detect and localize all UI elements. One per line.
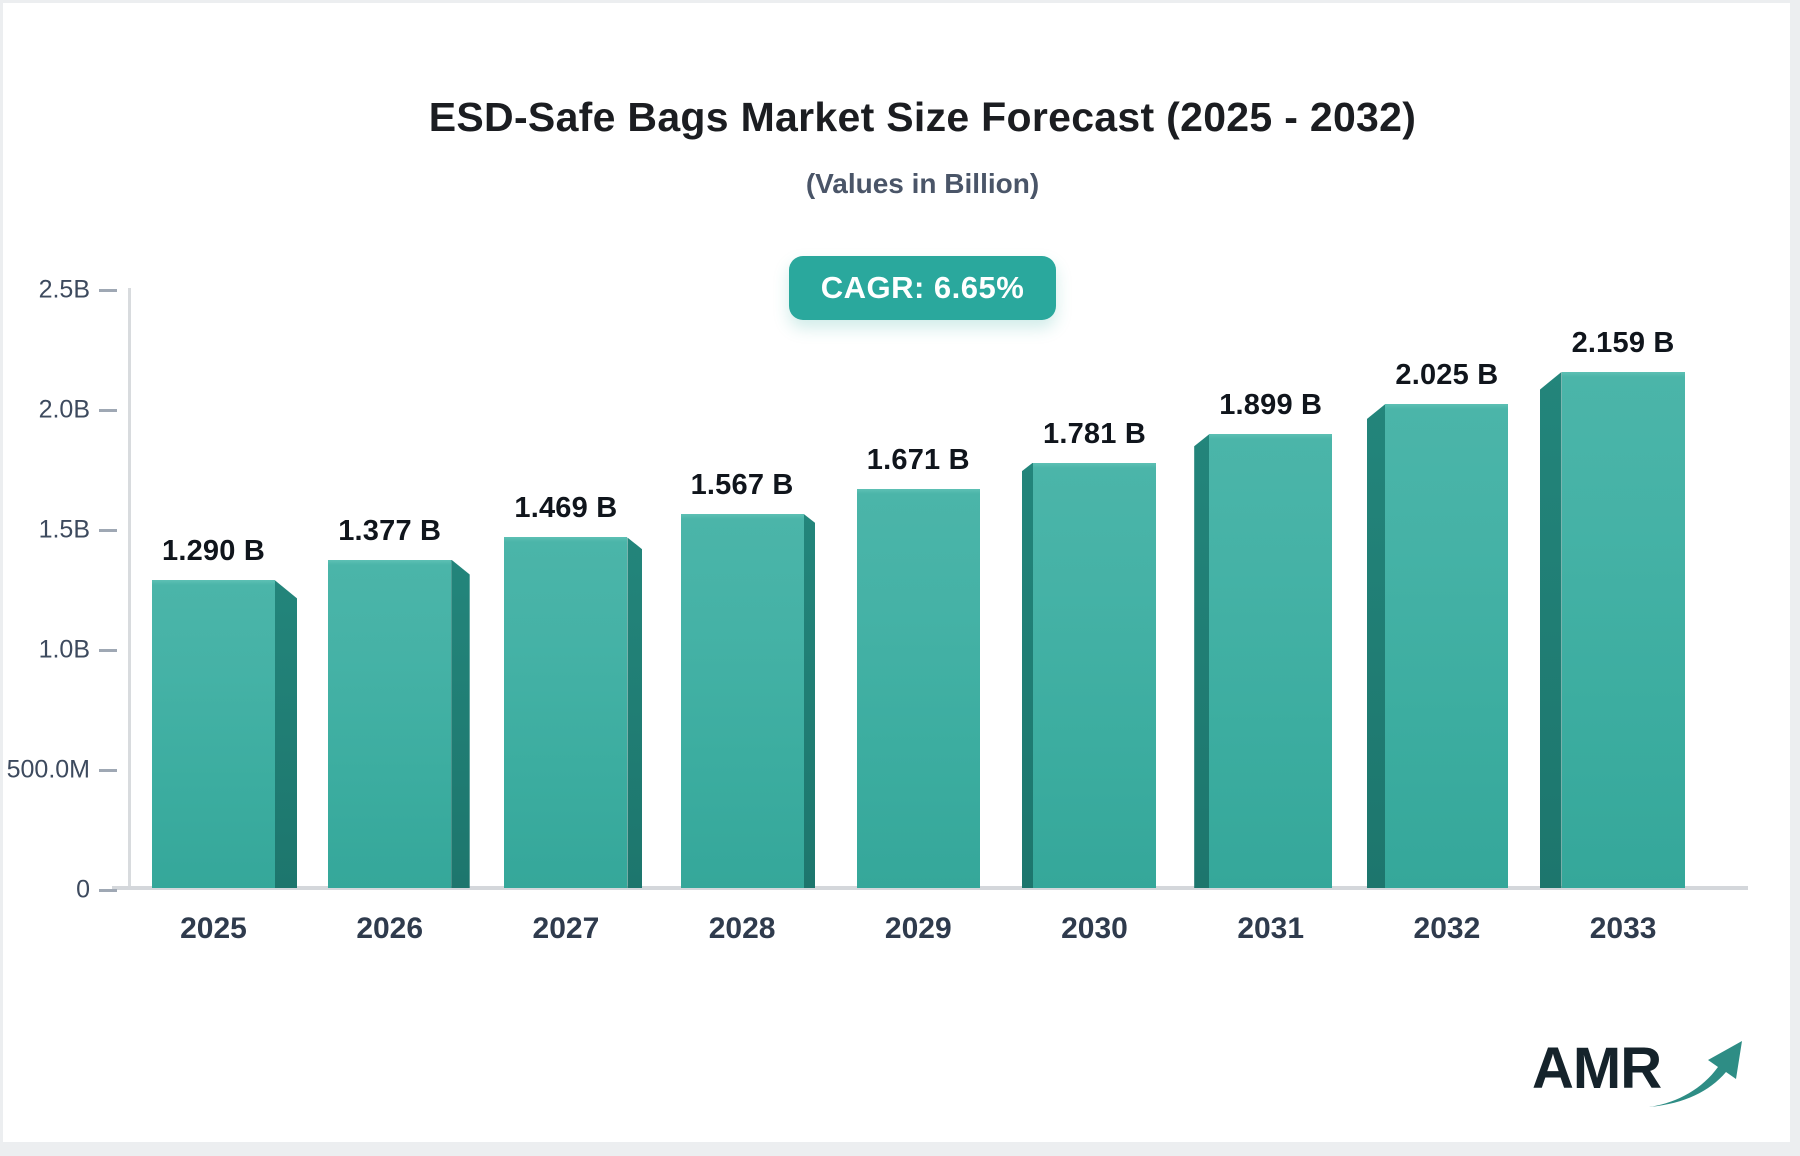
y-axis-tick	[99, 648, 117, 652]
bar-2030: 1.781 B	[1021, 418, 1156, 888]
bar-2033: 2.159 B	[1539, 327, 1685, 888]
y-axis-line	[128, 288, 131, 890]
bar-value-label: 1.781 B	[1043, 417, 1146, 450]
bar-value-label: 1.671 B	[866, 443, 970, 476]
cagr-badge: CAGR: 6.65%	[788, 256, 1057, 320]
bar-value-label: 1.377 B	[338, 514, 442, 547]
y-axis-label: 1.0B	[38, 635, 90, 664]
bar-face	[328, 559, 452, 888]
bar-2031: 1.899 B	[1194, 389, 1333, 888]
bar-value-label: 2.159 B	[1571, 326, 1675, 359]
y-axis-label: 500.0M	[6, 755, 90, 784]
bar-value-label: 1.290 B	[162, 535, 265, 568]
bar-face	[1033, 462, 1156, 888]
y-axis-label: 0	[76, 875, 90, 904]
bar-3d-side	[627, 537, 643, 888]
amr-logo: AMR	[1532, 1040, 1747, 1114]
x-axis-label-2032: 2032	[1413, 912, 1481, 945]
y-axis-tick	[99, 288, 117, 292]
y-axis-tick	[99, 768, 117, 772]
x-axis-label-2026: 2026	[356, 912, 424, 945]
bar-face	[152, 580, 275, 888]
bar-2028: 1.567 B	[680, 469, 816, 888]
amr-growth-arrow-icon	[1649, 1041, 1743, 1107]
bar-value-label: 1.567 B	[690, 468, 794, 501]
y-axis-label: 2.5B	[38, 275, 90, 304]
y-axis-tick	[99, 888, 117, 892]
x-axis-label-2025: 2025	[180, 912, 247, 945]
y-axis-tick	[99, 528, 117, 532]
bar-3d-side	[451, 559, 470, 888]
chart-card: ESD-Safe Bags Market Size Forecast (2025…	[3, 3, 1790, 1142]
bar-3d-side	[1539, 371, 1562, 888]
bar-2029: 1.671 B	[856, 444, 980, 888]
amr-logo-text: AMR	[1532, 1036, 1662, 1101]
x-axis-label-2029: 2029	[884, 912, 952, 945]
x-axis-label-2033: 2033	[1589, 912, 1657, 945]
cagr-badge-row: CAGR: 6.65%	[45, 256, 1800, 320]
bar-3d-side	[1194, 434, 1210, 888]
x-axis-label-2028: 2028	[708, 912, 776, 945]
chart-subtitle: (Values in Billion)	[805, 168, 1040, 199]
bar-2027: 1.469 B	[504, 492, 643, 888]
x-axis-line	[112, 886, 1748, 890]
x-axis-label-2027: 2027	[532, 912, 600, 945]
bar-2032: 2.025 B	[1366, 359, 1509, 888]
bar-face	[1561, 371, 1685, 888]
y-axis-tick	[99, 408, 117, 412]
bar-face	[1209, 434, 1333, 888]
bar-3d-side	[1021, 462, 1033, 888]
y-axis-label: 2.0B	[38, 395, 90, 424]
bar-3d-side	[1366, 404, 1386, 888]
chart-title: ESD-Safe Bags Market Size Forecast (2025…	[428, 94, 1417, 140]
y-axis-label: 1.5B	[38, 515, 90, 544]
bar-face	[504, 537, 628, 888]
bar-2025: 1.290 B	[152, 535, 297, 888]
bar-2026: 1.377 B	[328, 515, 470, 888]
bar-value-label: 1.469 B	[514, 492, 618, 525]
bar-value-label: 1.899 B	[1219, 389, 1323, 422]
x-axis-label-2030: 2030	[1061, 912, 1128, 945]
bar-face	[856, 488, 980, 888]
bar-3d-side	[803, 513, 816, 888]
bar-3d-side	[275, 580, 297, 888]
bar-value-label: 2.025 B	[1395, 359, 1499, 391]
bar-face	[1385, 404, 1509, 888]
bar-face	[680, 513, 804, 888]
x-axis-label-2031: 2031	[1237, 912, 1305, 945]
